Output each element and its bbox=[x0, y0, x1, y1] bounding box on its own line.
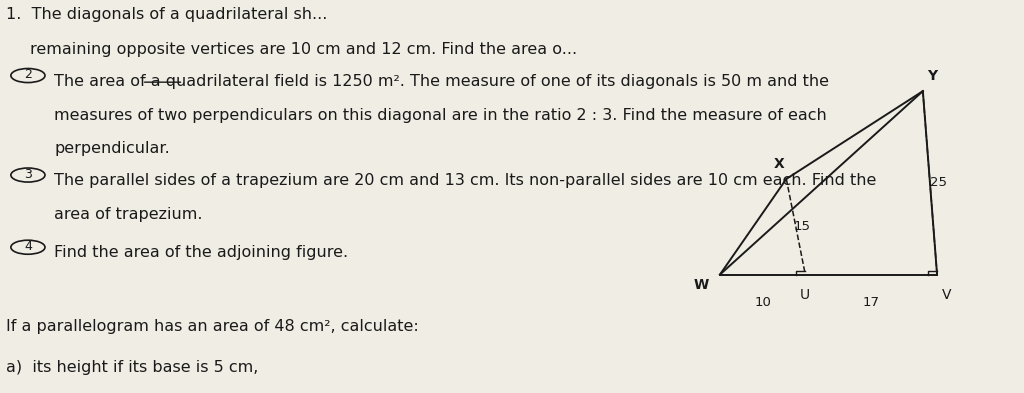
Text: 3: 3 bbox=[24, 168, 32, 181]
Text: 15: 15 bbox=[794, 220, 811, 233]
Text: measures of two perpendiculars on this diagonal are in the ratio 2 : 3. Find the: measures of two perpendiculars on this d… bbox=[54, 108, 827, 123]
Text: 17: 17 bbox=[862, 296, 880, 309]
Text: 2: 2 bbox=[24, 68, 32, 81]
Text: 10: 10 bbox=[755, 296, 771, 309]
Text: The parallel sides of a trapezium are 20 cm and 13 cm. Its non-parallel sides ar: The parallel sides of a trapezium are 20… bbox=[54, 173, 877, 188]
Text: The area of a quadrilateral field is 1250 m². The measure of one of its diagonal: The area of a quadrilateral field is 125… bbox=[54, 73, 829, 88]
Text: V: V bbox=[942, 288, 951, 302]
Text: 4: 4 bbox=[24, 240, 32, 253]
Text: perpendicular.: perpendicular. bbox=[54, 141, 170, 156]
Text: If a parallelogram has an area of 48 cm², calculate:: If a parallelogram has an area of 48 cm²… bbox=[6, 320, 419, 334]
Text: W: W bbox=[693, 279, 709, 292]
Text: X: X bbox=[773, 157, 784, 171]
Text: area of trapezium.: area of trapezium. bbox=[54, 207, 203, 222]
Text: remaining opposite vertices are 10 cm and 12 cm. Find the area o...: remaining opposite vertices are 10 cm an… bbox=[30, 42, 577, 57]
Text: a)  its height if its base is 5 cm,: a) its height if its base is 5 cm, bbox=[6, 360, 258, 375]
Text: Find the area of the adjoining figure.: Find the area of the adjoining figure. bbox=[54, 245, 348, 260]
Text: U: U bbox=[800, 288, 810, 302]
Text: 25: 25 bbox=[931, 176, 947, 189]
Text: 1.  The diagonals of a quadrilateral sh...: 1. The diagonals of a quadrilateral sh..… bbox=[6, 7, 328, 22]
Text: Y: Y bbox=[928, 69, 938, 83]
